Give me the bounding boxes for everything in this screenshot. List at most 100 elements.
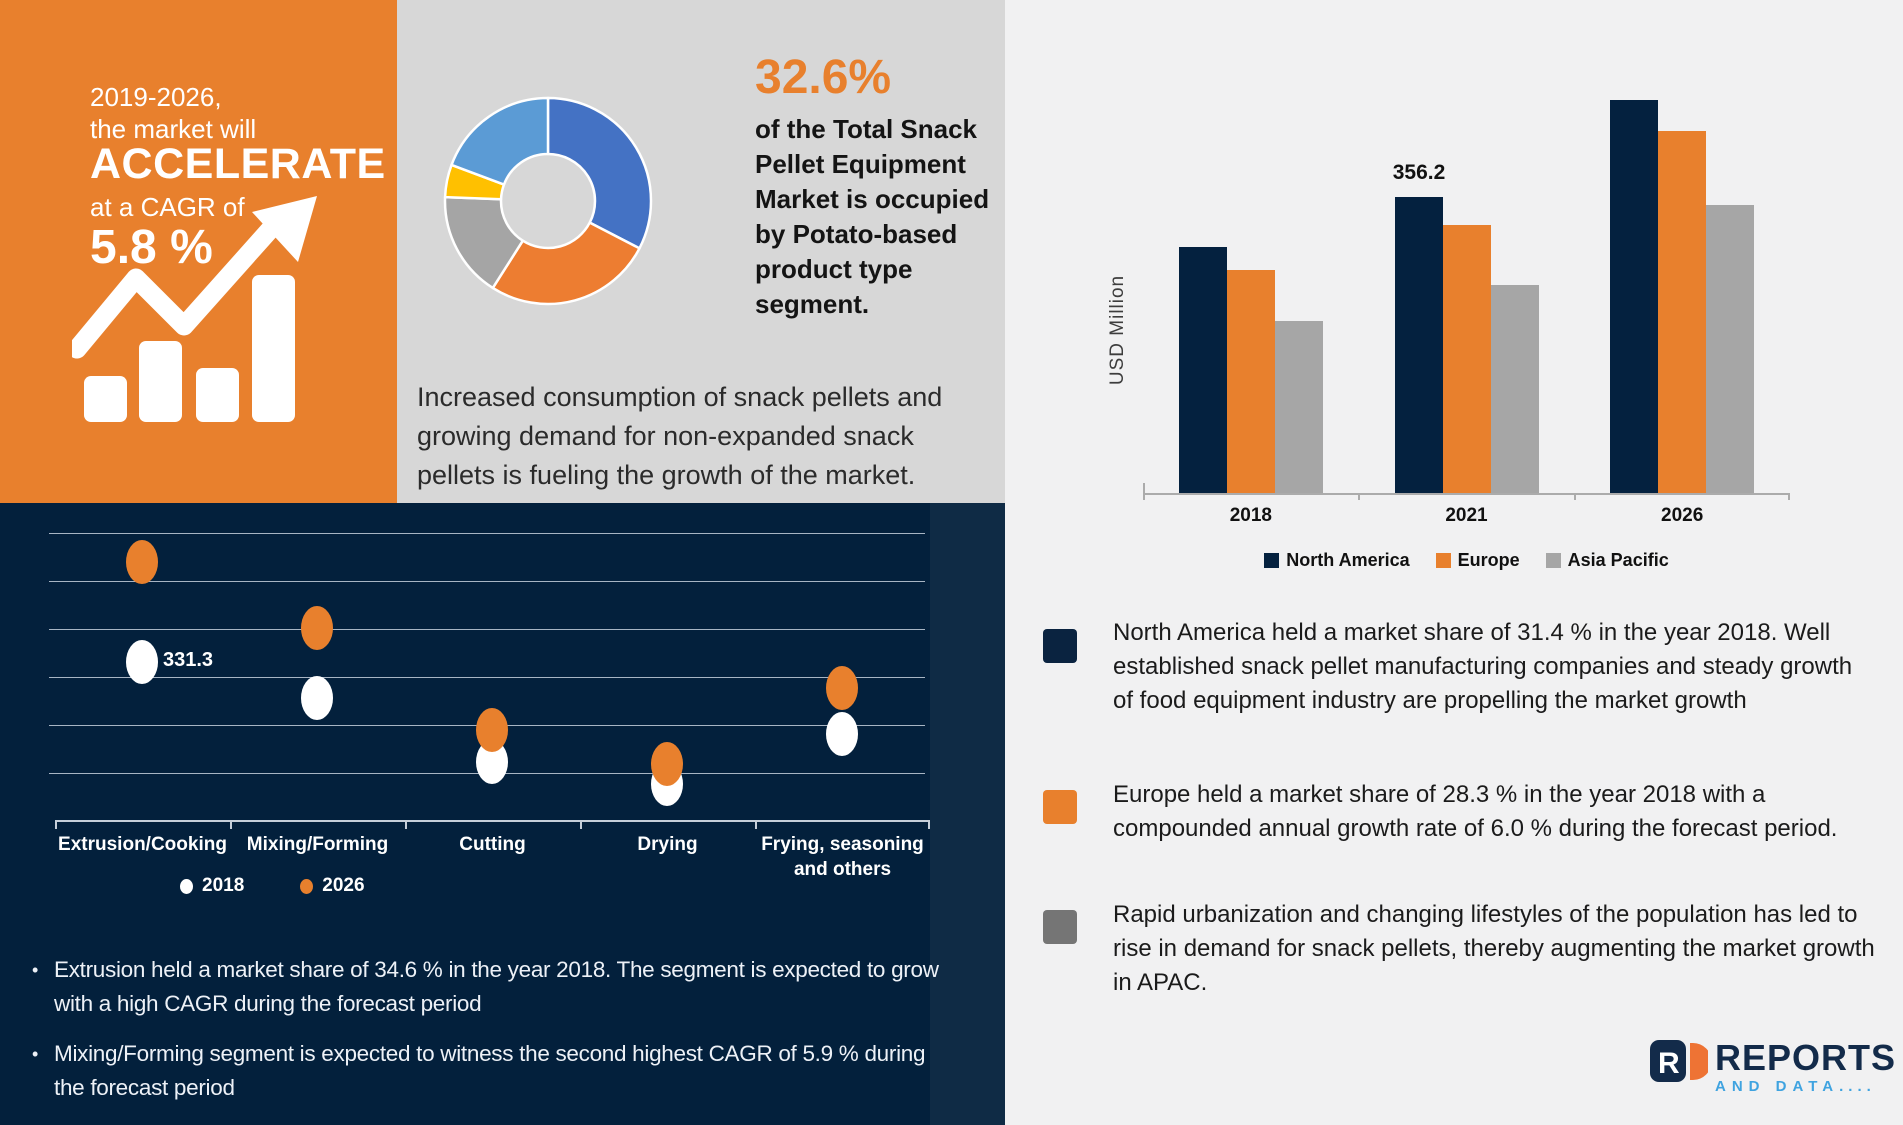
insight-swatch-north-america bbox=[1043, 629, 1077, 663]
regional-bar-chart: 356.2 bbox=[1143, 90, 1790, 500]
potato-share-description: of the Total Snack Pellet Equipment Mark… bbox=[755, 114, 990, 319]
bar-north-america-2021 bbox=[1394, 197, 1443, 493]
logo-mark-icon: R bbox=[1650, 1040, 1708, 1082]
process-segment-panel: 331.3 Extrusion/Cooking Mixing/Forming C… bbox=[0, 503, 1005, 1125]
bar-asia-pacific-2021 bbox=[1490, 285, 1539, 493]
category-label: Mixing/Forming bbox=[246, 834, 389, 855]
logo-name: REPORTS bbox=[1715, 1037, 1897, 1078]
category-label: Extrusion/Cooking bbox=[58, 834, 227, 855]
logo-tagline: AND DATA.... bbox=[1715, 1079, 1896, 1094]
bar-north-america-2026 bbox=[1610, 99, 1659, 493]
legend-label: Asia Pacific bbox=[1567, 550, 1669, 570]
panel-shade bbox=[930, 503, 1005, 1125]
legend-swatch-2018 bbox=[180, 878, 193, 894]
axis-tick bbox=[1143, 493, 1145, 500]
dot-2026-drying bbox=[651, 742, 683, 787]
axis-tick bbox=[405, 822, 407, 829]
insight-swatch-europe bbox=[1043, 790, 1077, 824]
reports-and-data-logo: R REPORTS AND DATA.... bbox=[1650, 1040, 1896, 1094]
dot-2026-cutting bbox=[476, 708, 508, 753]
cagr-value: 5.8 % bbox=[90, 221, 213, 274]
list-item: Mixing/Forming segment is expected to wi… bbox=[28, 1037, 943, 1105]
bar-europe-2021 bbox=[1442, 225, 1491, 493]
legend-item-2018: 2018 bbox=[180, 875, 244, 897]
list-item: Extrusion held a market share of 34.6 % … bbox=[28, 953, 943, 1021]
bar-asia-pacific-2018 bbox=[1274, 321, 1323, 493]
dot-2026-mixing-forming bbox=[301, 605, 333, 650]
bar-europe-2026 bbox=[1658, 130, 1707, 493]
legend-swatch-2026 bbox=[300, 878, 314, 894]
insight-swatch-asia-pacific bbox=[1043, 910, 1077, 944]
process-insight-text: Extrusion held a market share of 34.6 % … bbox=[54, 957, 939, 1016]
bar-asia-pacific-2026 bbox=[1706, 204, 1755, 493]
legend-swatch-asia-pacific bbox=[1545, 553, 1561, 568]
product-type-panel: 32.6% of the Total Snack Pellet Equipmen… bbox=[397, 0, 1005, 503]
growth-arrow-icon bbox=[72, 196, 317, 422]
gridline bbox=[49, 533, 925, 534]
dot-plot-chart bbox=[0, 503, 1005, 923]
donut-segment-4 bbox=[450, 96, 550, 186]
legend-item-north-america: North America bbox=[1264, 550, 1410, 571]
logo-dots: .... bbox=[1839, 1078, 1876, 1095]
cagr-panel: 2019-2026, the market will ACCELERATE at… bbox=[0, 0, 397, 503]
bar-europe-2018 bbox=[1226, 270, 1275, 493]
dot-2018-extrusion-cooking bbox=[126, 640, 158, 684]
dot-2026-frying-seasoning-and-others bbox=[826, 666, 858, 711]
axis-tick bbox=[755, 822, 757, 829]
legend-item-asia-pacific: Asia Pacific bbox=[1545, 550, 1669, 571]
gridline bbox=[49, 629, 925, 630]
insight-text-asia-pacific: Rapid urbanization and changing lifestyl… bbox=[1113, 901, 1875, 996]
bar-chart-legend: North America Europe Asia Pacific bbox=[1143, 550, 1790, 571]
axis-corner bbox=[1143, 483, 1145, 493]
axis-tick bbox=[1358, 493, 1360, 500]
legend-label: 2018 bbox=[202, 875, 245, 896]
axis-tick bbox=[580, 822, 582, 829]
axis-tick bbox=[55, 822, 57, 829]
market-growth-note: Increased consumption of snack pellets a… bbox=[417, 382, 943, 490]
x-axis-label: 2026 bbox=[1661, 505, 1704, 526]
dot-plot-x-axis bbox=[55, 820, 930, 829]
cagr-label: at a CAGR of bbox=[90, 192, 245, 222]
legend-item-europe: Europe bbox=[1435, 550, 1520, 571]
legend-item-2026: 2026 bbox=[300, 875, 365, 897]
dot-plot-legend: 2018 2026 bbox=[180, 875, 365, 897]
process-insight-text: Mixing/Forming segment is expected to wi… bbox=[54, 1041, 926, 1100]
axis-tick bbox=[1788, 493, 1790, 500]
dot-2018-frying-seasoning-and-others bbox=[826, 712, 858, 757]
accelerate-headline: ACCELERATE bbox=[90, 140, 386, 188]
category-label: Drying bbox=[637, 834, 698, 855]
legend-swatch-europe bbox=[1435, 553, 1451, 568]
category-label: Frying, seasoning and others bbox=[761, 834, 924, 880]
axis-tick bbox=[928, 822, 930, 829]
gridline bbox=[49, 581, 925, 582]
bar-north-america-2018 bbox=[1178, 247, 1227, 493]
legend-swatch-north-america bbox=[1264, 553, 1280, 568]
legend-label: Europe bbox=[1457, 550, 1520, 570]
category-label: Cutting bbox=[459, 834, 526, 855]
regional-panel: USD Million 356.2 2018 2021 2026 North A… bbox=[1005, 0, 1903, 1125]
dot-plot-data-label: 331.3 bbox=[163, 649, 214, 671]
axis-tick bbox=[230, 822, 232, 829]
process-insight-list: Extrusion held a market share of 34.6 % … bbox=[28, 953, 943, 1121]
donut-segment-0 bbox=[546, 96, 653, 250]
x-axis-label: 2021 bbox=[1445, 505, 1488, 526]
bar-chart-y-axis-label: USD Million bbox=[1107, 274, 1128, 386]
bar-chart-x-axis-labels: 2018 2021 2026 bbox=[1143, 505, 1790, 527]
dot-2026-extrusion-cooking bbox=[126, 540, 158, 585]
logo-tagline-text: AND DATA bbox=[1715, 1078, 1840, 1095]
x-axis-label: 2018 bbox=[1229, 505, 1272, 526]
donut-segment-1 bbox=[491, 221, 641, 306]
insight-text-north-america: North America held a market share of 31.… bbox=[1113, 619, 1853, 714]
axis-tick bbox=[1574, 493, 1576, 500]
period-text: 2019-2026, bbox=[90, 82, 222, 112]
svg-text:R: R bbox=[1658, 1047, 1680, 1080]
bar-data-label: 356.2 bbox=[1392, 161, 1446, 184]
insight-text-europe: Europe held a market share of 28.3 % in … bbox=[1113, 781, 1838, 842]
intro-text: the market will bbox=[90, 114, 257, 144]
gridline bbox=[49, 677, 925, 678]
potato-share-stat: 32.6% bbox=[755, 51, 892, 104]
legend-label: North America bbox=[1286, 550, 1410, 570]
donut-chart bbox=[443, 96, 653, 306]
logo-words: REPORTS AND DATA.... bbox=[1715, 1037, 1897, 1095]
dot-plot-categories: Extrusion/Cooking Mixing/Forming Cutting… bbox=[55, 832, 930, 882]
